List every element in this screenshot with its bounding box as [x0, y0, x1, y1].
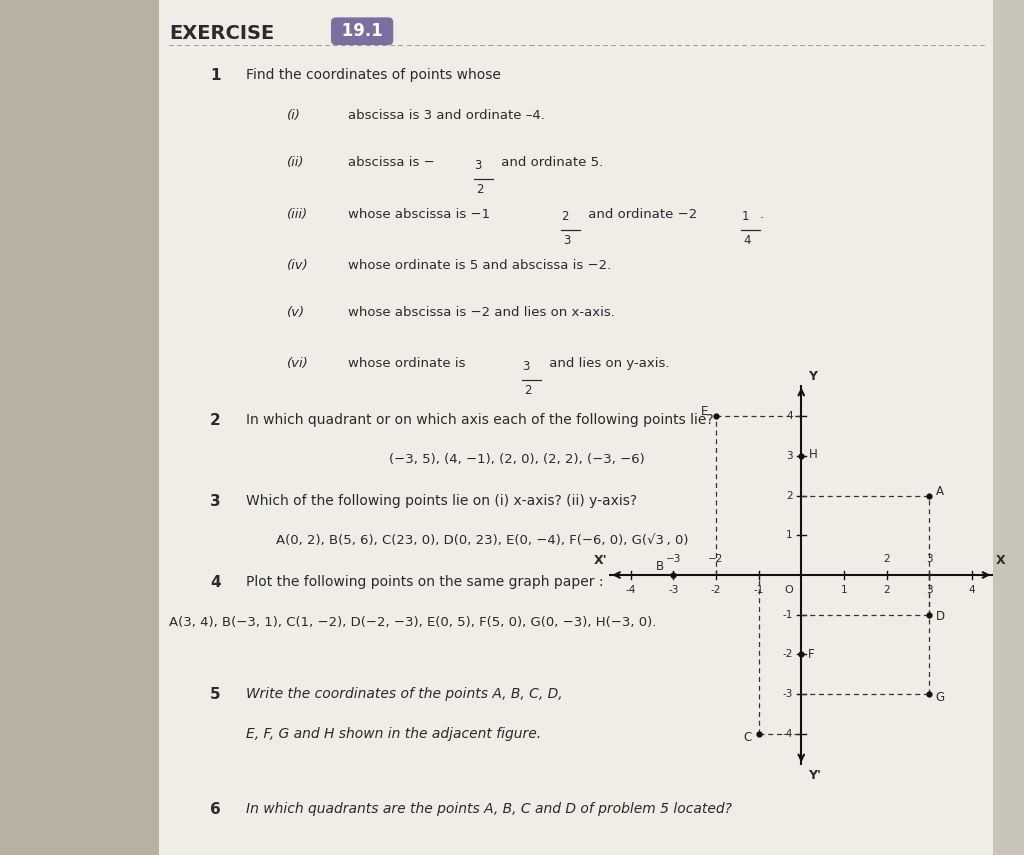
- Text: (ii): (ii): [287, 156, 304, 169]
- Text: (iii): (iii): [287, 208, 308, 221]
- Text: 19.1: 19.1: [336, 22, 388, 40]
- Text: E: E: [701, 405, 709, 418]
- Text: -3: -3: [668, 585, 679, 595]
- Text: abscissa is −: abscissa is −: [348, 156, 435, 169]
- Text: F: F: [808, 648, 814, 661]
- Text: Plot the following points on the same graph paper :: Plot the following points on the same gr…: [246, 575, 603, 589]
- Text: -4: -4: [782, 728, 793, 739]
- Text: 1: 1: [741, 210, 749, 223]
- Text: 4: 4: [743, 234, 751, 247]
- Text: EXERCISE: EXERCISE: [169, 24, 274, 43]
- Text: 3: 3: [926, 554, 933, 564]
- Text: -1: -1: [754, 585, 764, 595]
- Text: abscissa is 3 and ordinate –4.: abscissa is 3 and ordinate –4.: [348, 109, 545, 122]
- Text: 4: 4: [786, 411, 793, 422]
- Text: 4: 4: [969, 585, 975, 595]
- Text: 2: 2: [210, 413, 220, 428]
- Text: 5: 5: [210, 687, 220, 702]
- Text: 3: 3: [522, 360, 529, 373]
- Text: -3: -3: [782, 689, 793, 699]
- Text: 4: 4: [210, 575, 220, 591]
- Text: X': X': [594, 554, 607, 567]
- Text: 3: 3: [786, 451, 793, 461]
- Text: A: A: [936, 486, 944, 498]
- Text: whose abscissa is −2 and lies on x-axis.: whose abscissa is −2 and lies on x-axis.: [348, 306, 615, 319]
- Text: 2: 2: [561, 210, 568, 223]
- Text: -4: -4: [626, 585, 636, 595]
- Text: 3: 3: [474, 159, 481, 172]
- Text: In which quadrant or on which axis each of the following points lie?: In which quadrant or on which axis each …: [246, 413, 714, 427]
- Text: and ordinate −2: and ordinate −2: [584, 208, 697, 221]
- Text: whose ordinate is 5 and abscissa is −2.: whose ordinate is 5 and abscissa is −2.: [348, 259, 611, 272]
- Text: −2: −2: [709, 554, 724, 564]
- Text: Y': Y': [808, 770, 820, 782]
- Text: 3: 3: [210, 494, 220, 510]
- Text: and ordinate 5.: and ordinate 5.: [497, 156, 603, 169]
- Text: whose abscissa is −1: whose abscissa is −1: [348, 208, 490, 221]
- Text: C: C: [743, 731, 752, 744]
- Text: -2: -2: [782, 649, 793, 659]
- Text: Find the coordinates of points whose: Find the coordinates of points whose: [246, 68, 501, 82]
- Text: (v): (v): [287, 306, 305, 319]
- Text: −3: −3: [666, 554, 681, 564]
- Text: 2: 2: [786, 491, 793, 501]
- Text: 1: 1: [786, 530, 793, 540]
- Text: 3: 3: [926, 585, 933, 595]
- Text: 3: 3: [563, 234, 570, 247]
- Text: G: G: [936, 692, 945, 705]
- Text: whose ordinate is: whose ordinate is: [348, 357, 466, 370]
- Text: Which of the following points lie on (i) x-axis? (ii) y-axis?: Which of the following points lie on (i)…: [246, 494, 637, 508]
- Text: 2: 2: [884, 585, 890, 595]
- Text: A(0, 2), B(5, 6), C(23, 0), D(0, 23), E(0, −4), F(−6, 0), G(√3 , 0): A(0, 2), B(5, 6), C(23, 0), D(0, 23), E(…: [276, 534, 689, 547]
- Text: B: B: [656, 560, 665, 573]
- Text: A(3, 4), B(−3, 1), C(1, −2), D(−2, −3), E(0, 5), F(5, 0), G(0, −3), H(−3, 0).: A(3, 4), B(−3, 1), C(1, −2), D(−2, −3), …: [169, 616, 656, 628]
- Text: H: H: [809, 448, 818, 461]
- Text: Y: Y: [808, 369, 817, 383]
- Text: 2: 2: [884, 554, 890, 564]
- Text: E, F, G and H shown in the adjacent figure.: E, F, G and H shown in the adjacent figu…: [246, 727, 541, 740]
- Text: 2: 2: [476, 183, 483, 196]
- Text: In which quadrants are the points A, B, C and D of problem 5 located?: In which quadrants are the points A, B, …: [246, 802, 732, 816]
- Text: O: O: [784, 585, 793, 595]
- Text: 6: 6: [210, 802, 220, 817]
- Text: (−3, 5), (4, −1), (2, 0), (2, 2), (−3, −6): (−3, 5), (4, −1), (2, 0), (2, 2), (−3, −…: [389, 453, 645, 466]
- Text: -1: -1: [782, 610, 793, 620]
- Text: .: .: [760, 208, 764, 221]
- Text: 2: 2: [524, 384, 531, 397]
- Text: X: X: [995, 554, 1005, 567]
- Text: 1: 1: [841, 585, 847, 595]
- Text: and lies on y-axis.: and lies on y-axis.: [545, 357, 670, 370]
- Bar: [993, 0, 1024, 855]
- Text: D: D: [936, 610, 945, 623]
- Text: (iv): (iv): [287, 259, 308, 272]
- Text: 1: 1: [210, 68, 220, 84]
- Text: (i): (i): [287, 109, 301, 122]
- Text: (vi): (vi): [287, 357, 308, 370]
- Text: -2: -2: [711, 585, 721, 595]
- Text: Write the coordinates of the points A, B, C, D,: Write the coordinates of the points A, B…: [246, 687, 562, 700]
